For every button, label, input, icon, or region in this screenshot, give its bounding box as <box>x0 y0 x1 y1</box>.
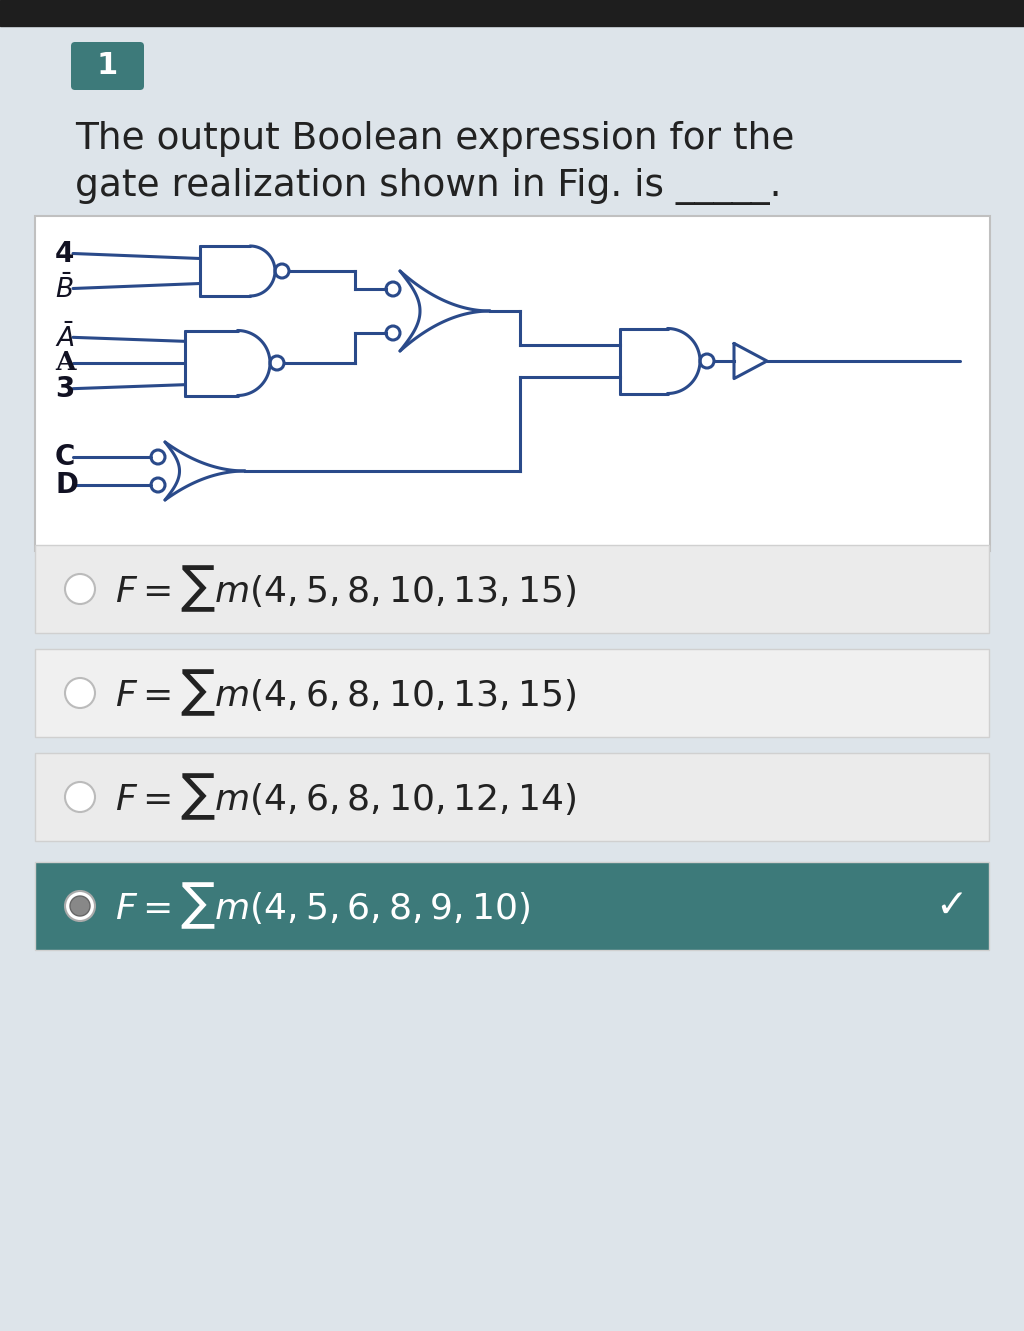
Text: The output Boolean expression for the: The output Boolean expression for the <box>75 121 795 157</box>
Text: ✓: ✓ <box>935 886 968 925</box>
Text: $F = \sum m(4, 5, 6, 8, 9, 10)$: $F = \sum m(4, 5, 6, 8, 9, 10)$ <box>115 881 530 932</box>
Circle shape <box>65 783 95 812</box>
Text: $\bar{A}$: $\bar{A}$ <box>55 322 75 351</box>
Text: A: A <box>55 350 76 375</box>
Text: 4: 4 <box>55 240 75 268</box>
Bar <box>35 753 989 841</box>
Bar <box>35 216 990 551</box>
Text: 3: 3 <box>55 374 75 403</box>
Text: gate realization shown in Fig. is _____.: gate realization shown in Fig. is _____. <box>75 168 781 205</box>
Text: $F = \sum m(4, 6, 8, 10, 13, 15)$: $F = \sum m(4, 6, 8, 10, 13, 15)$ <box>115 668 577 719</box>
Text: $\bar{B}$: $\bar{B}$ <box>55 274 74 303</box>
Text: $F = \sum m(4, 6, 8, 10, 12, 14)$: $F = \sum m(4, 6, 8, 10, 12, 14)$ <box>115 772 577 823</box>
Circle shape <box>65 677 95 708</box>
Text: 1: 1 <box>97 52 118 80</box>
Text: D: D <box>55 471 78 499</box>
Text: $F = \sum m(4, 5, 8, 10, 13, 15)$: $F = \sum m(4, 5, 8, 10, 13, 15)$ <box>115 564 577 615</box>
FancyBboxPatch shape <box>71 43 144 91</box>
Circle shape <box>65 574 95 604</box>
Bar <box>35 862 989 950</box>
Text: C: C <box>55 443 76 471</box>
Bar <box>35 544 989 634</box>
Bar <box>35 650 989 737</box>
Bar <box>0 0 1024 27</box>
Circle shape <box>65 890 95 921</box>
Circle shape <box>70 896 90 916</box>
